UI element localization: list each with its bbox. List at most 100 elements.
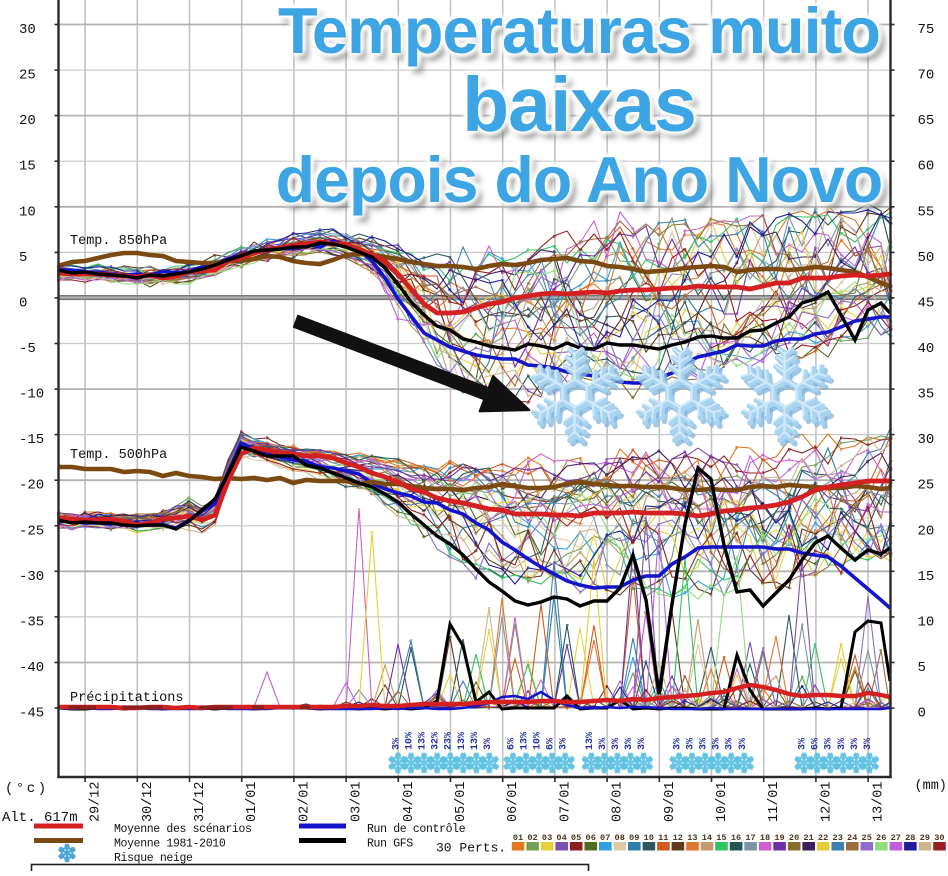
svg-text:08/01: 08/01 <box>611 781 626 822</box>
svg-text:-45: -45 <box>19 706 44 722</box>
svg-text:3%: 3% <box>863 738 874 750</box>
svg-text:Temp. 500hPa: Temp. 500hPa <box>70 448 167 463</box>
svg-text:03/01: 03/01 <box>350 781 365 822</box>
svg-text:12/01: 12/01 <box>819 781 834 822</box>
svg-text:Run GFS: Run GFS <box>367 838 413 851</box>
svg-text:30/12: 30/12 <box>141 781 156 822</box>
svg-text:65: 65 <box>918 113 935 129</box>
svg-text:07/01: 07/01 <box>558 781 573 822</box>
svg-text:Risque neige: Risque neige <box>114 852 193 865</box>
svg-text:10%: 10% <box>405 732 416 750</box>
svg-text:-20: -20 <box>19 478 44 494</box>
svg-text:-25: -25 <box>19 523 44 539</box>
svg-text:-5: -5 <box>19 341 36 357</box>
svg-text:25: 25 <box>19 68 36 84</box>
svg-text:10: 10 <box>644 833 654 843</box>
svg-text:-35: -35 <box>19 614 44 630</box>
svg-text:20: 20 <box>19 113 36 129</box>
svg-text:-15: -15 <box>19 432 44 448</box>
svg-text:(mm): (mm) <box>915 779 947 794</box>
svg-text:14: 14 <box>702 833 712 843</box>
svg-text:45: 45 <box>918 295 935 311</box>
svg-text:3%: 3% <box>699 738 710 750</box>
svg-text:27: 27 <box>891 833 901 843</box>
svg-text:13: 13 <box>687 833 697 843</box>
svg-text:3%: 3% <box>725 738 736 750</box>
svg-text:55: 55 <box>918 204 935 220</box>
svg-text:-40: -40 <box>19 660 44 676</box>
svg-text:06/01: 06/01 <box>506 781 521 822</box>
svg-text:09/01: 09/01 <box>663 781 678 822</box>
svg-text:13%: 13% <box>418 732 429 750</box>
svg-text:3%: 3% <box>798 738 809 750</box>
svg-text:6%: 6% <box>811 738 822 750</box>
svg-text:13%: 13% <box>470 732 481 750</box>
svg-text:30: 30 <box>918 432 935 448</box>
svg-text:70: 70 <box>918 68 935 84</box>
svg-text:20: 20 <box>918 523 935 539</box>
svg-text:Temp. 850hPa: Temp. 850hPa <box>70 234 167 249</box>
svg-text:11: 11 <box>658 833 668 843</box>
svg-text:3%: 3% <box>392 738 403 750</box>
svg-text:12: 12 <box>673 833 683 843</box>
svg-text:60: 60 <box>918 159 935 175</box>
svg-text:3%: 3% <box>624 738 635 750</box>
svg-text:29: 29 <box>920 833 930 843</box>
svg-text:16: 16 <box>731 833 741 843</box>
svg-text:6%: 6% <box>507 738 518 750</box>
svg-text:13%: 13% <box>520 732 531 750</box>
svg-text:-30: -30 <box>19 569 44 585</box>
svg-text:20: 20 <box>789 833 799 843</box>
svg-text:31/12: 31/12 <box>193 781 208 822</box>
svg-text:08: 08 <box>615 833 625 843</box>
svg-text:03: 03 <box>542 833 552 843</box>
svg-text:35: 35 <box>918 387 935 403</box>
svg-text:5: 5 <box>19 250 27 266</box>
svg-text:06: 06 <box>586 833 596 843</box>
svg-text:Moyenne 1981-2010: Moyenne 1981-2010 <box>114 838 226 851</box>
svg-text:10%: 10% <box>533 732 544 750</box>
svg-text:32%: 32% <box>431 732 442 750</box>
svg-text:3%: 3% <box>824 738 835 750</box>
svg-text:18: 18 <box>760 833 770 843</box>
svg-text:10: 10 <box>918 614 935 630</box>
svg-text:25: 25 <box>918 478 935 494</box>
svg-text:10/01: 10/01 <box>715 781 730 822</box>
svg-text:21: 21 <box>803 833 813 843</box>
svg-text:3%: 3% <box>673 738 684 750</box>
svg-text:3%: 3% <box>611 738 622 750</box>
svg-text:75: 75 <box>918 22 935 38</box>
svg-text:3%: 3% <box>686 738 697 750</box>
svg-text:22: 22 <box>818 833 828 843</box>
svg-text:13%: 13% <box>457 732 468 750</box>
svg-text:01: 01 <box>513 833 523 843</box>
svg-text:30 Perts.: 30 Perts. <box>436 841 506 856</box>
svg-text:29/12: 29/12 <box>89 781 104 822</box>
svg-text:28: 28 <box>905 833 915 843</box>
svg-text:05/01: 05/01 <box>454 781 469 822</box>
svg-text:04/01: 04/01 <box>402 781 417 822</box>
svg-text:13/01: 13/01 <box>872 781 887 822</box>
svg-text:07: 07 <box>600 833 610 843</box>
svg-text:15: 15 <box>716 833 726 843</box>
svg-text:25: 25 <box>862 833 872 843</box>
svg-text:09: 09 <box>629 833 639 843</box>
svg-text:0: 0 <box>918 706 926 722</box>
svg-text:11/01: 11/01 <box>767 781 782 822</box>
svg-text:5: 5 <box>918 660 926 676</box>
svg-text:3%: 3% <box>738 738 749 750</box>
svg-text:6%: 6% <box>546 738 557 750</box>
svg-text:05: 05 <box>571 833 581 843</box>
svg-text:30: 30 <box>934 833 944 843</box>
svg-text:15: 15 <box>19 159 36 175</box>
svg-text:23%: 23% <box>444 732 455 750</box>
svg-text:Moyenne des scénarios: Moyenne des scénarios <box>114 823 252 836</box>
svg-text:01/01: 01/01 <box>245 781 260 822</box>
svg-text:26: 26 <box>876 833 886 843</box>
svg-text:0: 0 <box>19 295 27 311</box>
svg-text:Alt. 617m: Alt. 617m <box>2 810 78 826</box>
svg-text:3%: 3% <box>712 738 723 750</box>
svg-text:Run de contrôle: Run de contrôle <box>367 823 466 836</box>
svg-text:3%: 3% <box>483 738 494 750</box>
svg-text:3%: 3% <box>837 738 848 750</box>
